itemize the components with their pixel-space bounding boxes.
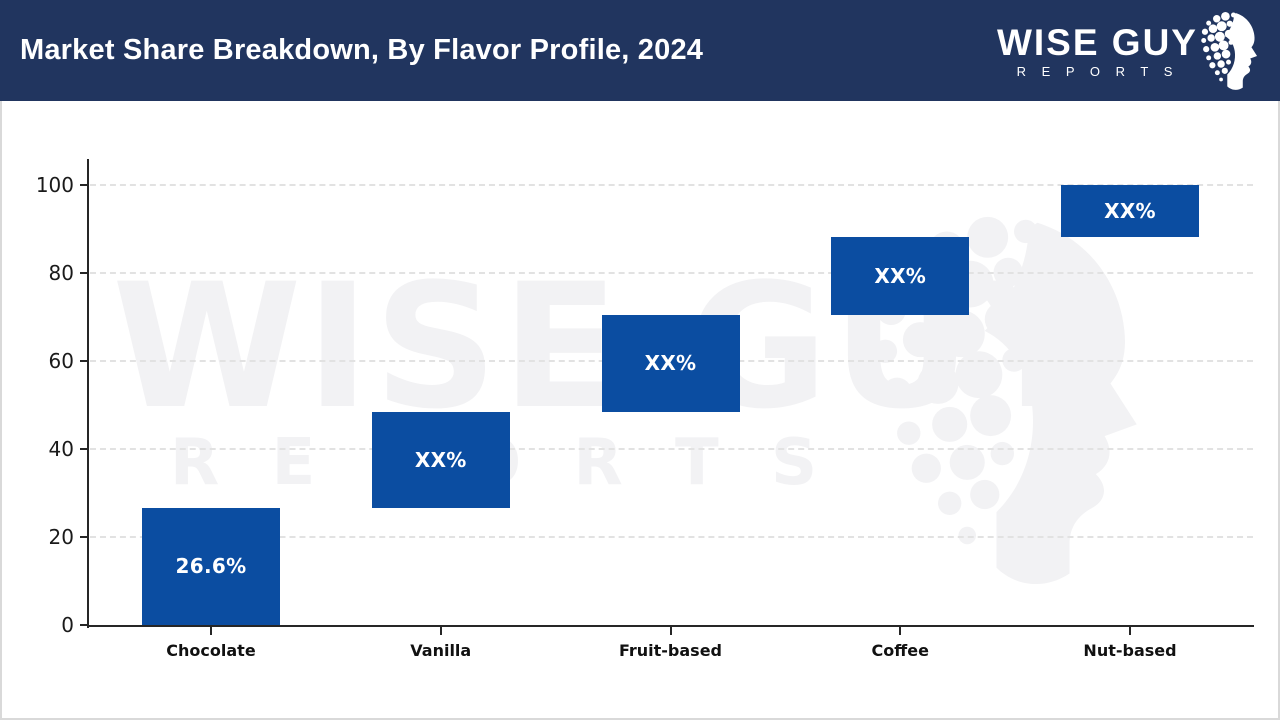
y-tick-label-40: 40 bbox=[48, 437, 74, 461]
x-category-label-coffee: Coffee bbox=[871, 641, 929, 660]
x-axis-spine bbox=[87, 625, 1254, 627]
bar-value-label: XX% bbox=[644, 351, 697, 376]
y-axis-spine bbox=[87, 159, 89, 628]
bar-value-label: XX% bbox=[874, 263, 927, 288]
y-tick-mark-60 bbox=[80, 360, 88, 362]
dotted-head-profile-icon bbox=[1201, 11, 1258, 90]
wise-guy-logo: WISE GUY R E P O R T S bbox=[997, 9, 1262, 93]
y-tick-label-0: 0 bbox=[61, 613, 74, 637]
x-tick-mark-nut-based bbox=[1129, 627, 1131, 635]
bar-chocolate: 26.6% bbox=[142, 507, 280, 625]
y-tick-label-100: 100 bbox=[35, 173, 74, 197]
logo-wordmark-line1: WISE GUY bbox=[996, 21, 1198, 63]
bar-value-label: XX% bbox=[414, 447, 467, 472]
gridline-40 bbox=[90, 448, 1253, 450]
x-category-label-chocolate: Chocolate bbox=[166, 641, 256, 660]
y-tick-mark-100 bbox=[80, 184, 88, 186]
x-tick-mark-chocolate bbox=[210, 627, 212, 635]
logo-wordmark-line2: R E P O R T S bbox=[1016, 63, 1179, 79]
y-tick-label-60: 60 bbox=[48, 349, 74, 373]
y-tick-mark-20 bbox=[80, 536, 88, 538]
x-category-label-nut-based: Nut-based bbox=[1083, 641, 1177, 660]
y-tick-mark-0 bbox=[80, 624, 88, 626]
bar-vanilla: XX% bbox=[371, 412, 510, 508]
bar-coffee: XX% bbox=[831, 236, 970, 315]
bar-fruit-based: XX% bbox=[601, 314, 740, 413]
header-bar: Market Share Breakdown, By Flavor Profil… bbox=[0, 0, 1280, 101]
bar-value-label: 26.6% bbox=[175, 554, 247, 579]
gridline-80 bbox=[90, 272, 1253, 274]
page-title: Market Share Breakdown, By Flavor Profil… bbox=[20, 34, 704, 66]
x-category-label-fruit-based: Fruit-based bbox=[618, 641, 723, 660]
x-category-label-vanilla: Vanilla bbox=[410, 641, 472, 660]
gridline-100 bbox=[90, 184, 1253, 186]
x-tick-mark-fruit-based bbox=[669, 627, 672, 635]
bar-nut-based: XX% bbox=[1061, 185, 1199, 237]
x-tick-mark-vanilla bbox=[439, 627, 442, 635]
y-tick-label-20: 20 bbox=[48, 525, 74, 549]
x-tick-mark-coffee bbox=[899, 627, 902, 635]
y-tick-mark-80 bbox=[80, 272, 88, 274]
logo-wordmark: WISE GUY R E P O R T S bbox=[997, 24, 1198, 78]
waterfall-chart: WISE GUY R E P O R T S 26.6%XX%XX%XX%XX%… bbox=[0, 101, 1280, 720]
gridline-20 bbox=[90, 536, 1253, 538]
y-tick-label-80: 80 bbox=[48, 261, 74, 285]
bar-value-label: XX% bbox=[1104, 198, 1156, 223]
y-tick-mark-40 bbox=[80, 448, 88, 450]
